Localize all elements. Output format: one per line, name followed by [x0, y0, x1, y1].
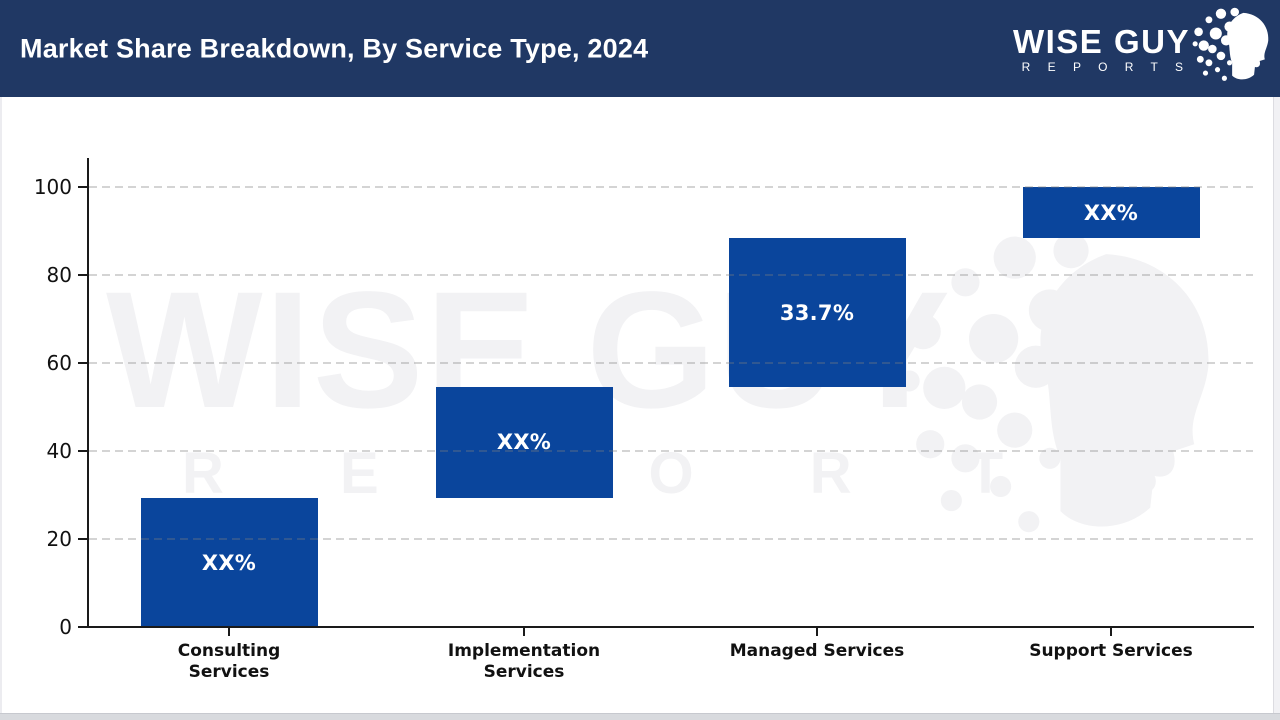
logo-wiseguy-text: WISE GUY — [1012, 22, 1190, 60]
y-tick-mark-60 — [78, 362, 87, 364]
y-tick-mark-40 — [78, 450, 87, 452]
y-tick-label-40: 40 — [46, 439, 72, 463]
bottom-page-strip — [0, 713, 1280, 720]
x-category-label-line: Support Services — [1029, 641, 1193, 661]
y-tick-label-60: 60 — [46, 351, 72, 375]
gridline-20 — [89, 538, 1253, 540]
bar-value-label-managed-services: 33.7% — [779, 300, 855, 325]
logo-text: WISE GUY R E P O R T S — [1012, 22, 1190, 74]
gridline-100 — [89, 186, 1253, 188]
y-axis-spine — [87, 158, 89, 628]
right-page-edge — [1273, 97, 1280, 720]
x-tick-mark-consulting-services — [228, 628, 230, 636]
bar-implementation-services: XX% — [435, 386, 613, 499]
y-tick-mark-20 — [78, 538, 87, 540]
page-title: Market Share Breakdown, By Service Type,… — [20, 33, 649, 63]
x-category-label-line: Managed Services — [729, 641, 905, 661]
brand-logo: WISE GUY R E P O R T S — [1013, 2, 1276, 95]
x-category-label-line: Services — [188, 662, 270, 682]
y-tick-mark-80 — [78, 274, 87, 276]
y-tick-label-20: 20 — [46, 527, 72, 551]
logo-reports-text: R E P O R T S — [1021, 59, 1190, 74]
bar-consulting-services: XX% — [140, 498, 318, 627]
gridline-60 — [89, 362, 1253, 364]
header-bar: Market Share Breakdown, By Service Type,… — [0, 0, 1280, 97]
gridline-40 — [89, 450, 1253, 452]
x-tick-mark-managed-services — [816, 628, 818, 636]
y-tick-label-80: 80 — [46, 263, 72, 287]
x-category-label-managed-services: Managed Services — [687, 641, 947, 662]
bar-managed-services: 33.7% — [728, 238, 906, 387]
x-tick-mark-implementation-services — [523, 628, 525, 636]
x-category-label-consulting-services: Consulting Services — [99, 641, 359, 683]
x-tick-mark-support-services — [1110, 628, 1112, 636]
x-category-label-support-services: Support Services — [981, 641, 1241, 662]
x-category-label-line: Services — [483, 662, 565, 682]
y-tick-mark-0 — [78, 626, 87, 628]
logo-head-icon — [1192, 7, 1269, 81]
x-axis-line — [87, 626, 1254, 628]
watermark-head-icon — [898, 233, 1209, 533]
x-category-label-line: Implementation — [447, 641, 601, 661]
x-category-label-implementation-services: Implementation Services — [394, 641, 654, 683]
y-tick-label-0: 0 — [59, 615, 72, 639]
x-category-label-line: Consulting — [177, 641, 281, 661]
bar-value-label-consulting-services: XX% — [201, 550, 257, 575]
bar-value-label-support-services: XX% — [1083, 200, 1139, 225]
left-page-edge — [0, 97, 2, 720]
y-tick-mark-100 — [78, 186, 87, 188]
y-tick-label-100: 100 — [33, 175, 72, 199]
gridline-80 — [89, 274, 1253, 276]
bar-value-label-implementation-services: XX% — [496, 430, 552, 455]
bar-support-services: XX% — [1022, 187, 1200, 239]
